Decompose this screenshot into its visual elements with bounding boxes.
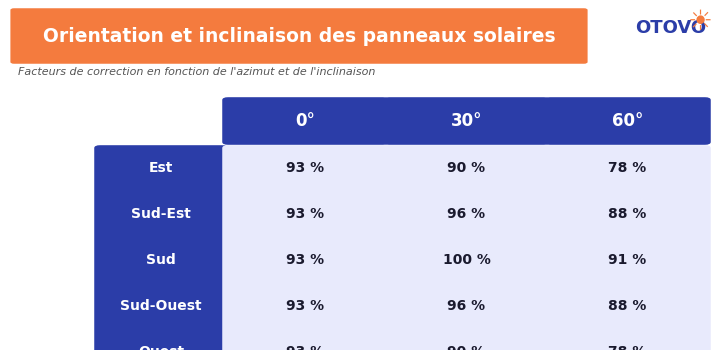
- Text: Ouest: Ouest: [138, 345, 184, 350]
- Text: Facteurs de correction en fonction de l'azimut et de l'inclinaison: Facteurs de correction en fonction de l'…: [18, 67, 375, 77]
- Text: 0°: 0°: [296, 112, 315, 130]
- Text: 93 %: 93 %: [287, 161, 325, 175]
- Text: 78 %: 78 %: [608, 345, 647, 350]
- Text: 96 %: 96 %: [447, 207, 485, 221]
- Text: OTOVO: OTOVO: [635, 19, 706, 37]
- Text: 93 %: 93 %: [287, 299, 325, 313]
- Text: Sud: Sud: [146, 253, 176, 267]
- Text: 30°: 30°: [451, 112, 482, 130]
- Text: 88 %: 88 %: [608, 207, 647, 221]
- Text: 93 %: 93 %: [287, 253, 325, 267]
- Text: 96 %: 96 %: [447, 299, 485, 313]
- Text: Est: Est: [149, 161, 174, 175]
- Text: ☀: ☀: [688, 8, 712, 36]
- Text: 91 %: 91 %: [608, 253, 647, 267]
- Text: 90 %: 90 %: [447, 161, 485, 175]
- Text: 100 %: 100 %: [443, 253, 490, 267]
- Text: 88 %: 88 %: [608, 299, 647, 313]
- Text: 90 %: 90 %: [447, 345, 485, 350]
- Text: 93 %: 93 %: [287, 207, 325, 221]
- Text: Sud-Ouest: Sud-Ouest: [120, 299, 202, 313]
- Text: 60°: 60°: [612, 112, 643, 130]
- Text: 93 %: 93 %: [287, 345, 325, 350]
- Text: Orientation et inclinaison des panneaux solaires: Orientation et inclinaison des panneaux …: [42, 27, 555, 46]
- Text: 78 %: 78 %: [608, 161, 647, 175]
- Text: Sud-Est: Sud-Est: [131, 207, 191, 221]
